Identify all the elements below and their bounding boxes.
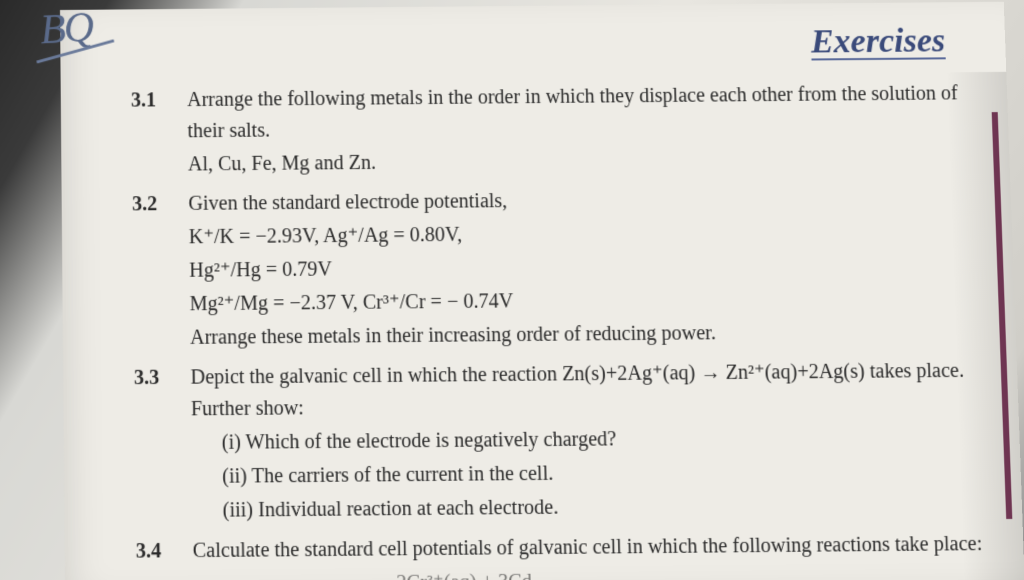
- exercise-item: 3.2 Given the standard electrode potenti…: [132, 182, 986, 357]
- item-number: 3.4: [136, 535, 194, 580]
- right-margin-bar: [992, 112, 1013, 519]
- item-body: Depict the galvanic cell in which the re…: [190, 355, 992, 529]
- item-line: Depict the galvanic cell in which the re…: [190, 355, 988, 425]
- exercise-item: 3.3 Depict the galvanic cell in which th…: [134, 355, 992, 530]
- item-line: Arrange these metals in their increasing…: [190, 316, 986, 355]
- sub-item: (i) Which of the electrode is negatively…: [222, 421, 990, 460]
- item-body: Given the standard electrode potentials,…: [188, 182, 986, 356]
- sub-item: (ii) The carriers of the current in the …: [222, 454, 991, 493]
- item-body: Calculate the standard cell potentials o…: [193, 528, 995, 580]
- item-line: Al, Cu, Fe, Mg and Zn.: [188, 142, 980, 180]
- item-line: Arrange the following metals in the orde…: [187, 78, 979, 147]
- sub-list: (i) Which of the electrode is negatively…: [191, 421, 992, 528]
- exercise-item: 3.1 Arrange the following metals in the …: [131, 78, 980, 183]
- item-body: Arrange the following metals in the orde…: [187, 78, 980, 183]
- item-line: Mg²⁺/Mg = −2.37 V, Cr³⁺/Cr = − 0.74V: [189, 282, 984, 320]
- item-number: 3.1: [131, 85, 188, 183]
- sub-item: (iii) Individual reaction at each electr…: [222, 488, 992, 527]
- item-number: 3.2: [132, 189, 190, 357]
- section-heading: Exercises: [130, 22, 976, 67]
- exercise-item: 3.4 Calculate the standard cell potentia…: [136, 528, 995, 580]
- item-line: K⁺/K = −2.93V, Ag⁺/Ag = 0.80V,: [189, 215, 983, 253]
- item-line: Hg²⁺/Hg = 0.79V: [189, 249, 984, 287]
- item-number: 3.3: [134, 362, 193, 530]
- item-line: Calculate the standard cell potentials o…: [193, 528, 994, 567]
- exercise-content: 3.1 Arrange the following metals in the …: [131, 60, 995, 580]
- page-scan: BQ Exercises 3.1 Arrange the following m…: [60, 2, 1024, 580]
- item-line: Given the standard electrode potentials,: [188, 182, 981, 220]
